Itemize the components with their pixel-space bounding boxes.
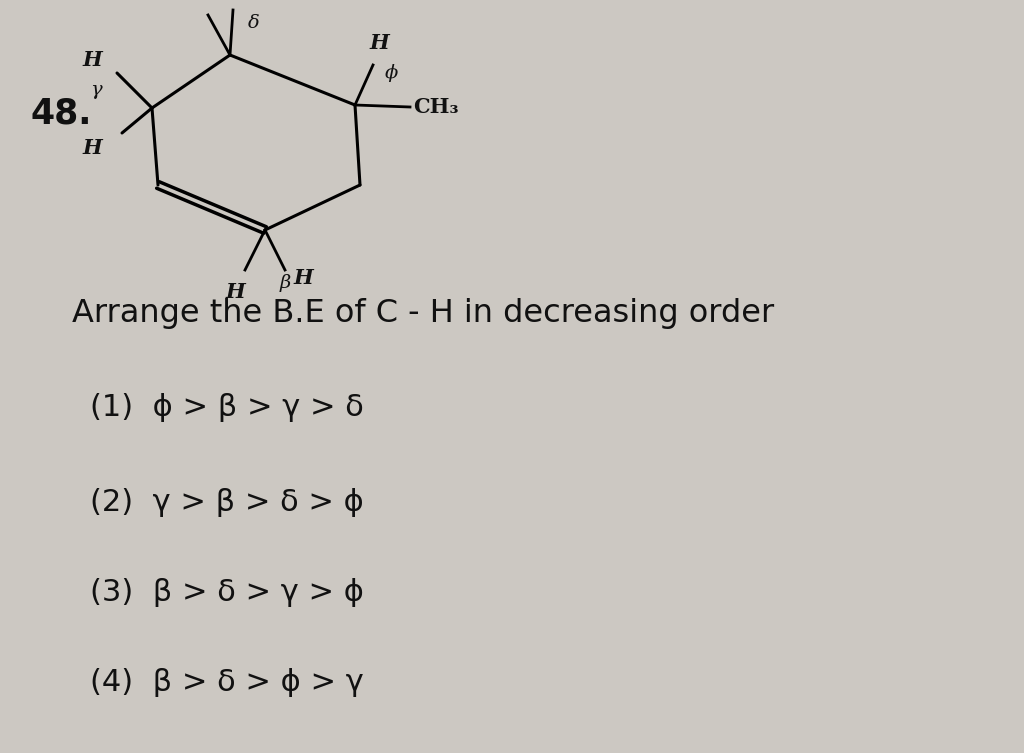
Text: (3)  β > δ > γ > ϕ: (3) β > δ > γ > ϕ xyxy=(90,578,364,607)
Text: H: H xyxy=(82,50,101,70)
Text: H: H xyxy=(369,33,389,53)
Text: δ: δ xyxy=(248,14,260,32)
Text: (1)  ϕ > β > γ > δ: (1) ϕ > β > γ > δ xyxy=(90,393,364,422)
Text: H: H xyxy=(293,268,312,288)
Text: β: β xyxy=(280,274,291,292)
Text: H: H xyxy=(225,282,245,302)
Text: (4)  β > δ > ϕ > γ: (4) β > δ > ϕ > γ xyxy=(90,668,364,697)
Text: Arrange the B.E of C - H in decreasing order: Arrange the B.E of C - H in decreasing o… xyxy=(72,298,774,329)
Text: 48.: 48. xyxy=(30,96,91,130)
Text: (2)  γ > β > δ > ϕ: (2) γ > β > δ > ϕ xyxy=(90,488,364,517)
Text: ϕ: ϕ xyxy=(385,64,398,82)
Text: CH₃: CH₃ xyxy=(413,97,459,117)
Text: H: H xyxy=(190,0,210,3)
Text: H: H xyxy=(82,138,101,158)
Text: γ: γ xyxy=(90,81,102,99)
